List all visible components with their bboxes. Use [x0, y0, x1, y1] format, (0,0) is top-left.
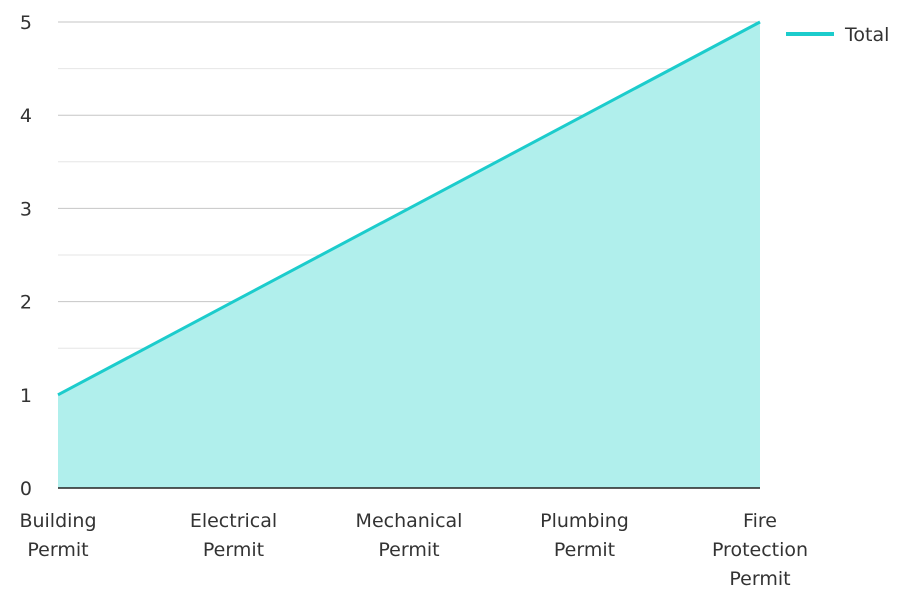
x-tick-label: Electrical Permit — [190, 510, 277, 561]
x-tick-label: Building Permit — [19, 510, 96, 561]
y-tick-label: 3 — [20, 198, 32, 220]
y-tick-label: 5 — [20, 12, 32, 34]
y-tick-label: 2 — [20, 292, 32, 314]
x-tick-label: Fire Protection Permit — [712, 510, 808, 590]
legend-label-total: Total — [844, 24, 889, 46]
x-tick-label: Mechanical Permit — [356, 510, 463, 561]
x-axis: Building Permit Electrical Permit Mechanical… — [19, 487, 808, 590]
y-tick-label: 1 — [20, 385, 32, 407]
y-tick-label: 4 — [20, 105, 32, 127]
series-area — [57, 20, 761, 488]
series-area-fill — [58, 22, 760, 488]
x-tick-label: Plumbing Permit — [540, 510, 629, 561]
legend[interactable]: Total — [786, 24, 889, 46]
y-axis: 0 1 2 3 4 5 — [20, 12, 32, 500]
y-tick-label: 0 — [20, 478, 32, 500]
